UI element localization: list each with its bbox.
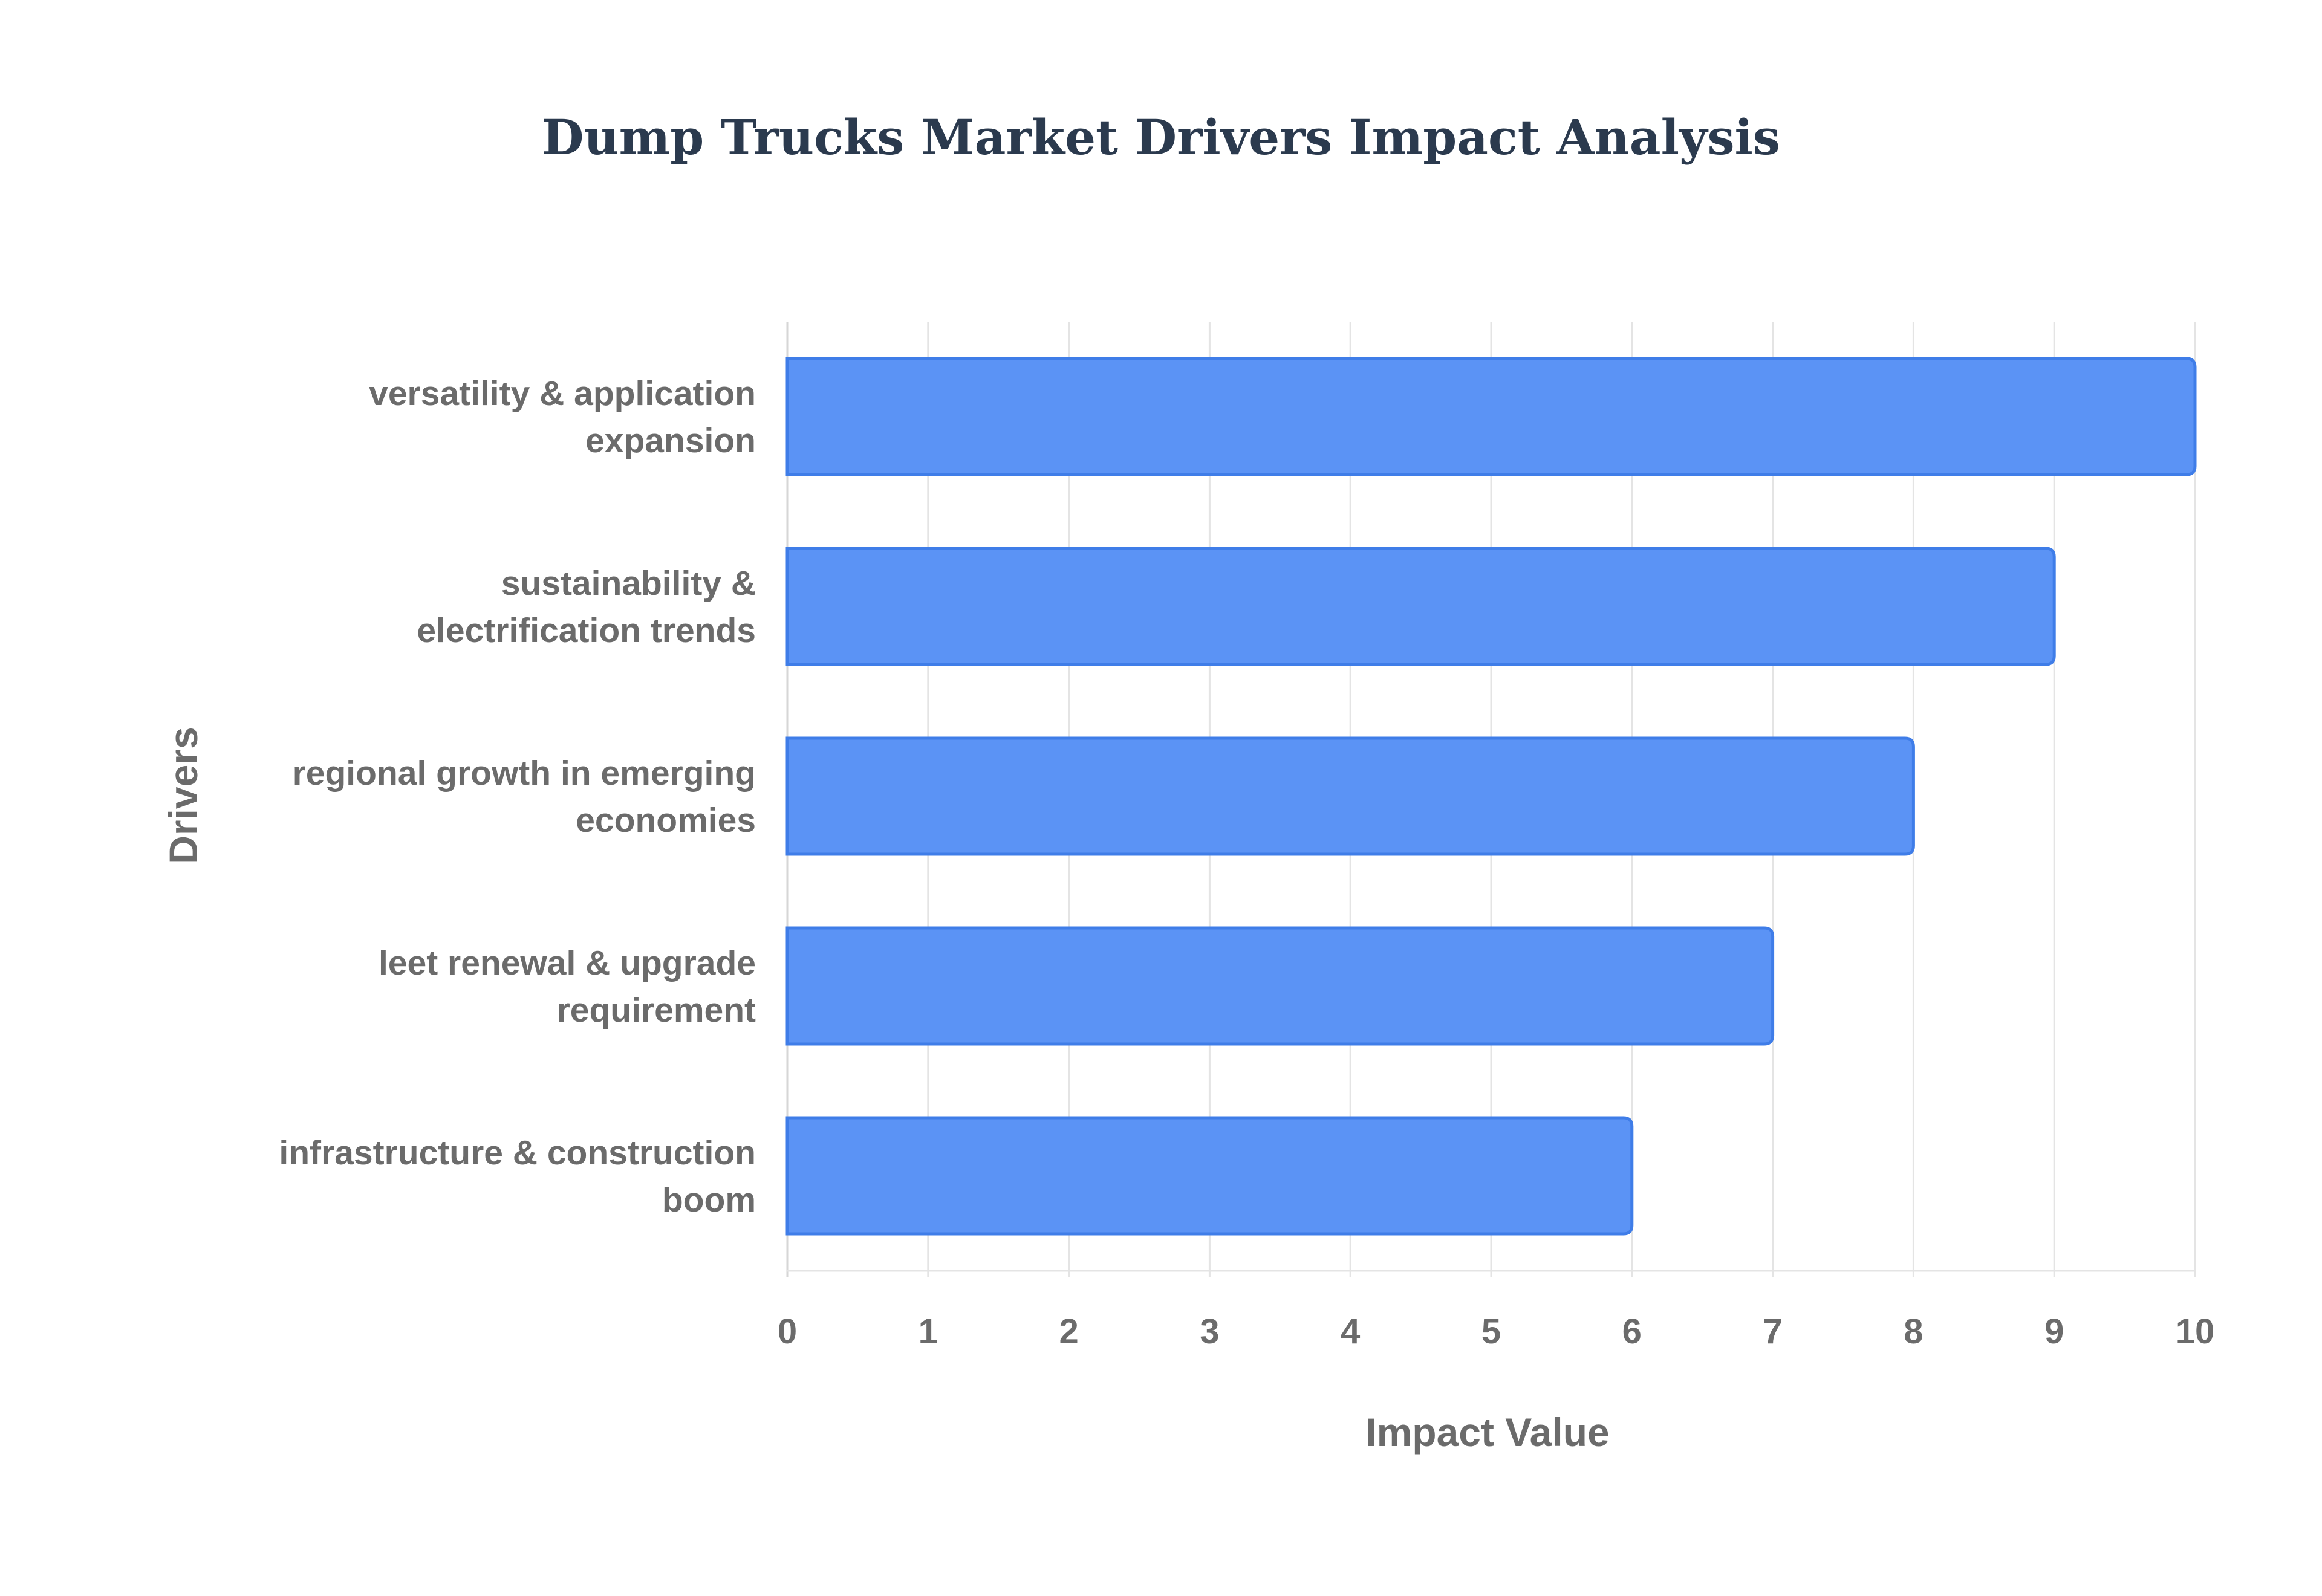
x-tick-label: 8 — [1904, 1312, 1923, 1351]
x-axis-title: Impact Value — [1365, 1410, 1610, 1455]
bar[interactable] — [785, 1116, 1634, 1236]
x-tick-label: 2 — [1059, 1312, 1078, 1351]
x-tick-label: 0 — [778, 1312, 797, 1351]
x-tick-labels: 0 1 2 3 4 5 6 7 8 9 10 — [778, 1312, 2214, 1351]
bars — [785, 357, 2197, 1236]
y-axis-title: Drivers — [161, 727, 206, 864]
x-tick-label: 7 — [1763, 1312, 1782, 1351]
category-label-line: versatility & application — [369, 374, 756, 413]
x-tick-label: 6 — [1622, 1312, 1642, 1351]
category-label-line: requirement — [557, 991, 756, 1030]
category-label: regional growth in emerging economies — [293, 754, 756, 840]
category-labels: versatility & application expansion sustai… — [279, 374, 756, 1219]
category-label-line: infrastructure & construction — [279, 1134, 756, 1172]
bar[interactable] — [785, 926, 1775, 1046]
category-label: leet renewal & upgrade requirement — [379, 944, 756, 1030]
category-label: infrastructure & construction boom — [279, 1134, 756, 1219]
category-label-line: expansion — [585, 421, 756, 460]
category-label-line: sustainability & — [501, 564, 756, 603]
category-label-line: regional growth in emerging — [293, 754, 756, 793]
x-tick-label: 9 — [2044, 1312, 2064, 1351]
bar[interactable] — [785, 357, 2197, 476]
category-label: sustainability & electrification trends — [417, 564, 756, 650]
x-tick-label: 1 — [919, 1312, 938, 1351]
chart-title: Dump Trucks Market Drivers Impact Analys… — [542, 109, 1780, 166]
category-label: versatility & application expansion — [369, 374, 756, 460]
x-tick-label: 10 — [2176, 1312, 2215, 1351]
bar[interactable] — [785, 736, 1915, 856]
x-tick-label: 5 — [1481, 1312, 1501, 1351]
x-tick-label: 3 — [1200, 1312, 1219, 1351]
category-label-line: economies — [576, 801, 756, 840]
category-label-line: boom — [662, 1181, 756, 1219]
x-tick-label: 4 — [1341, 1312, 1360, 1351]
category-label-line: leet renewal & upgrade — [379, 944, 756, 982]
bar[interactable] — [785, 547, 2056, 666]
category-label-line: electrification trends — [417, 611, 756, 650]
